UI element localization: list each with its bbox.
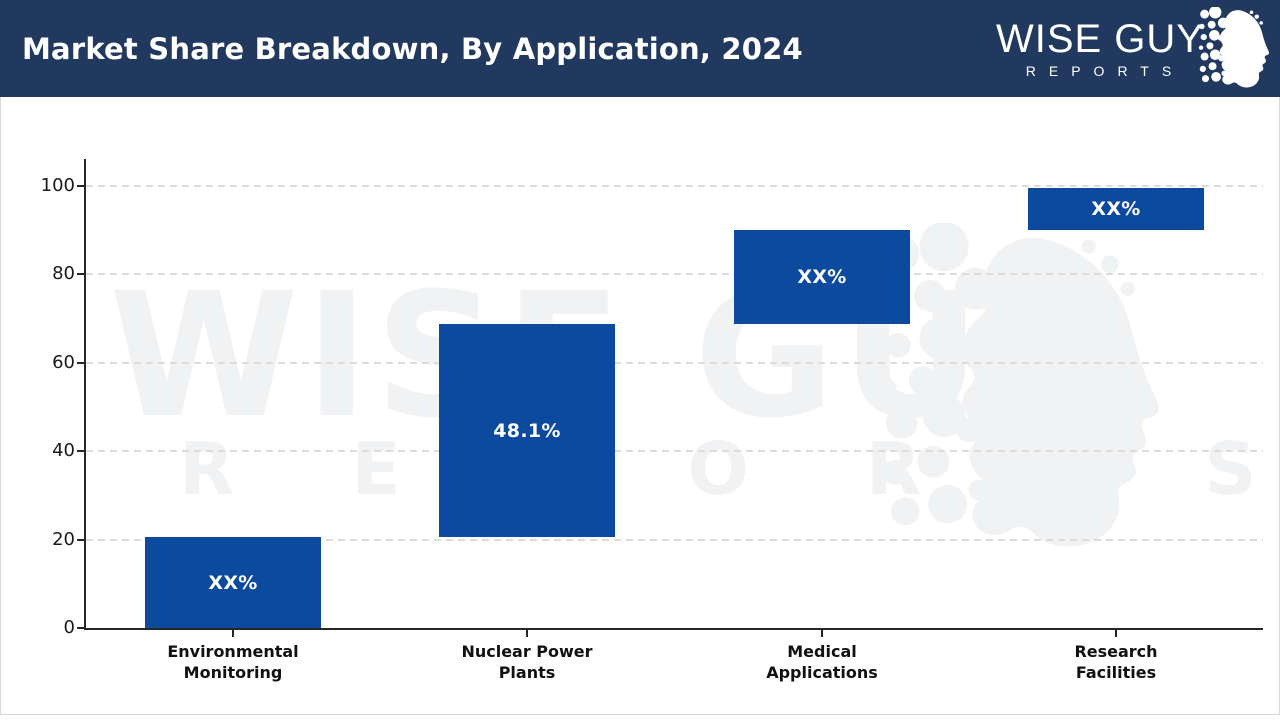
y-tick-mark	[77, 538, 85, 541]
x-tick-mark	[526, 630, 528, 637]
y-tick-label: 20	[52, 528, 75, 550]
chart-area: WISE GUY R E P O R T S 0 20 40 60 80 100 XX% En…	[0, 97, 1280, 715]
bar-value-label: XX%	[797, 266, 847, 288]
waterfall-bar: XX%	[145, 537, 321, 628]
waterfall-bar: 48.1%	[439, 324, 615, 537]
waterfall-bar: XX%	[1028, 188, 1204, 230]
x-tick-mark	[1115, 630, 1117, 637]
x-category-label-line: Monitoring	[183, 663, 283, 682]
header-bar: Market Share Breakdown, By Application, …	[0, 0, 1280, 97]
y-tick-label: 80	[52, 263, 75, 285]
bar-value-label: XX%	[208, 571, 258, 594]
x-category-label: Medical Applications	[675, 641, 969, 683]
x-category-label-line: Facilities	[1075, 663, 1157, 682]
x-category-label-line: Nuclear Power	[461, 642, 593, 661]
x-category-label-line: Research	[1074, 642, 1158, 661]
x-category-label: Research Facilities	[969, 641, 1263, 683]
y-gridline	[86, 361, 1263, 364]
x-tick-mark	[232, 630, 234, 637]
x-category-label-line: Plants	[498, 663, 556, 682]
y-tick-mark	[77, 627, 85, 629]
y-tick-label: 60	[52, 351, 75, 373]
wiseguy-logo: WISE GUY REPORTS	[996, 6, 1280, 91]
page-title: Market Share Breakdown, By Application, …	[22, 31, 803, 66]
x-category-label: Environmental Monitoring	[86, 641, 380, 683]
y-tick-mark	[77, 450, 85, 453]
x-category-label-line: Medical	[787, 642, 857, 661]
x-tick-mark	[821, 630, 823, 637]
bar-value-label: 48.1%	[493, 419, 561, 442]
waterfall-bar: XX%	[734, 230, 910, 324]
plot-area: 0 20 40 60 80 100 XX% Environmental Monitoring 48…	[1, 97, 1279, 714]
y-tick-mark	[77, 361, 85, 364]
logo-face-icon	[1198, 6, 1269, 87]
y-tick-label: 40	[52, 440, 75, 462]
y-gridline	[86, 185, 1263, 187]
y-gridline	[86, 450, 1263, 453]
y-tick-label: 0	[63, 617, 75, 638]
y-gridline	[86, 538, 1263, 541]
y-axis-line	[84, 159, 86, 630]
logo-wordmark: WISE GUY	[995, 16, 1204, 61]
y-tick-mark	[77, 273, 85, 276]
y-tick-mark	[77, 185, 85, 187]
logo-text-block: WISE GUY REPORTS	[996, 19, 1204, 79]
bar-value-label: XX%	[1091, 198, 1141, 220]
y-tick-label: 100	[40, 175, 75, 196]
y-gridline	[86, 273, 1263, 276]
x-category-label-line: Applications	[766, 663, 878, 682]
x-category-label: Nuclear Power Plants	[380, 641, 674, 683]
x-category-label-line: Environmental	[167, 642, 299, 661]
logo-subtext: REPORTS	[1025, 62, 1185, 79]
x-axis-line	[86, 628, 1263, 630]
